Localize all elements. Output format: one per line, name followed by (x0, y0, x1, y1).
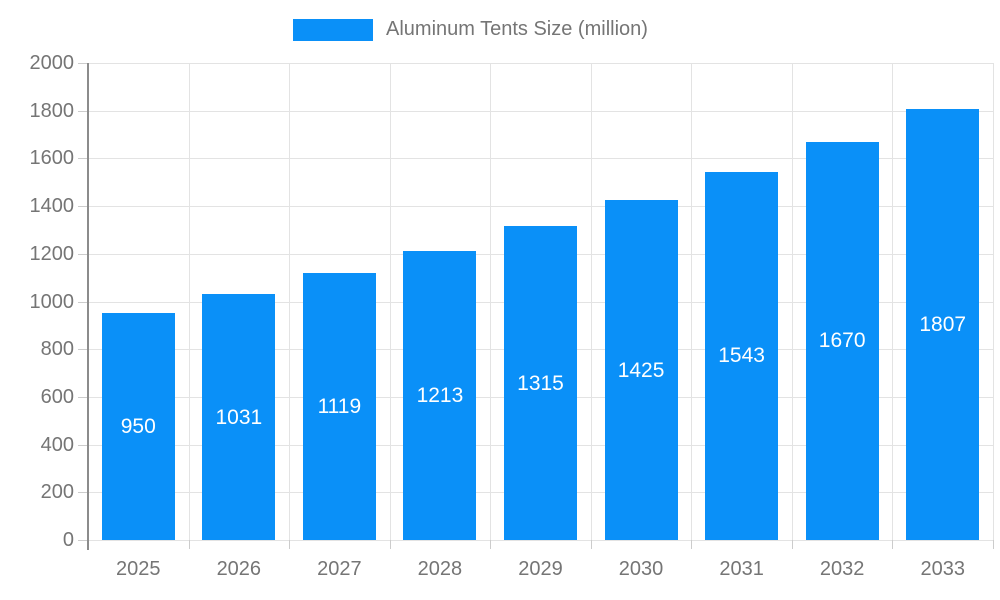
bar-2026[interactable]: 1031 (202, 294, 276, 540)
bar-value-label: 1543 (718, 344, 765, 368)
x-axis-tick (188, 540, 190, 549)
y-axis-label: 200 (40, 481, 74, 504)
gridline-vertical (289, 63, 291, 540)
bar-2030[interactable]: 1425 (604, 200, 678, 540)
bar-value-label: 950 (120, 415, 156, 439)
y-axis-tick (78, 63, 88, 64)
bar-2028[interactable]: 1213 (403, 250, 477, 540)
y-axis-tick (78, 492, 88, 494)
bar-value-label: 1807 (919, 313, 967, 336)
bar-2031[interactable]: 1543 (705, 171, 779, 540)
x-axis-tick (289, 540, 291, 549)
x-axis-tick (993, 540, 994, 549)
bar-value-label: 1119 (317, 395, 362, 419)
gridline-vertical (490, 63, 492, 540)
gridline-vertical (791, 63, 793, 540)
bar-2032[interactable]: 1670 (805, 141, 879, 540)
y-axis-tick (78, 253, 88, 255)
x-axis-tick (892, 540, 894, 549)
y-axis-tick (78, 349, 88, 351)
bar-2033[interactable]: 1807 (906, 109, 980, 540)
y-axis-tick (78, 444, 88, 446)
x-axis-label: 2032 (819, 558, 865, 580)
x-axis-label: 2030 (618, 558, 664, 580)
y-axis-label: 2000 (29, 52, 75, 74)
y-axis-tick (78, 540, 88, 541)
gridline-vertical (188, 63, 190, 540)
legend-swatch (293, 18, 373, 41)
gridline-vertical (993, 63, 994, 540)
gridline-vertical (691, 63, 693, 540)
x-axis-tick (590, 540, 592, 549)
bar-value-label: 1031 (215, 405, 263, 429)
y-axis-tick (78, 110, 88, 112)
y-axis-tick (78, 396, 88, 398)
y-axis-label: 1000 (29, 290, 75, 313)
gridline-horizontal (88, 63, 993, 64)
bar-value-label: 1425 (617, 358, 665, 382)
gridline-horizontal (88, 158, 993, 160)
x-axis-label: 2026 (216, 558, 262, 580)
y-axis-tick (78, 158, 88, 160)
gridline-horizontal (88, 110, 993, 112)
legend[interactable]: Aluminum Tents Size (million) (293, 18, 648, 41)
plot-area: 950 1031 1119 1213 1315 1425 1543 1670 1807 (88, 63, 994, 541)
y-axis-label: 600 (40, 385, 74, 408)
y-axis-label: 1600 (29, 147, 75, 170)
gridline-vertical (389, 63, 391, 540)
x-axis-label: 2029 (518, 558, 563, 580)
y-axis-label: 800 (40, 338, 74, 361)
x-axis-tick (791, 540, 793, 549)
x-axis-label: 2025 (116, 558, 161, 580)
bar-value-label: 1670 (818, 329, 866, 353)
gridline-vertical (892, 63, 894, 540)
y-axis-tick (78, 206, 88, 208)
legend-label: Aluminum Tents Size (million) (386, 18, 648, 40)
gridline-horizontal (88, 540, 993, 541)
x-axis-tick (389, 540, 391, 549)
bar-value-label: 1315 (517, 371, 564, 395)
y-axis-label: 1800 (29, 99, 75, 122)
x-axis-label: 2031 (719, 558, 764, 580)
bar-2027[interactable]: 1119 (302, 273, 376, 540)
y-axis-tick (78, 301, 88, 303)
x-axis-label: 2027 (317, 558, 362, 580)
gridline-horizontal (88, 206, 993, 208)
x-axis-tick (691, 540, 693, 549)
x-axis-label: 2033 (920, 558, 965, 580)
gridline-vertical (590, 63, 592, 540)
x-axis-label: 2028 (417, 558, 463, 580)
bar-value-label: 1213 (416, 383, 464, 407)
x-axis-tick (490, 540, 492, 549)
bar-2029[interactable]: 1315 (504, 226, 577, 540)
y-axis-label: 1200 (29, 242, 75, 265)
y-axis-label: 1400 (29, 195, 75, 218)
x-axis-tick (88, 540, 89, 549)
y-axis-label: 0 (62, 529, 74, 551)
bar-2025[interactable]: 950 (101, 313, 175, 540)
y-axis-label: 400 (40, 433, 74, 456)
